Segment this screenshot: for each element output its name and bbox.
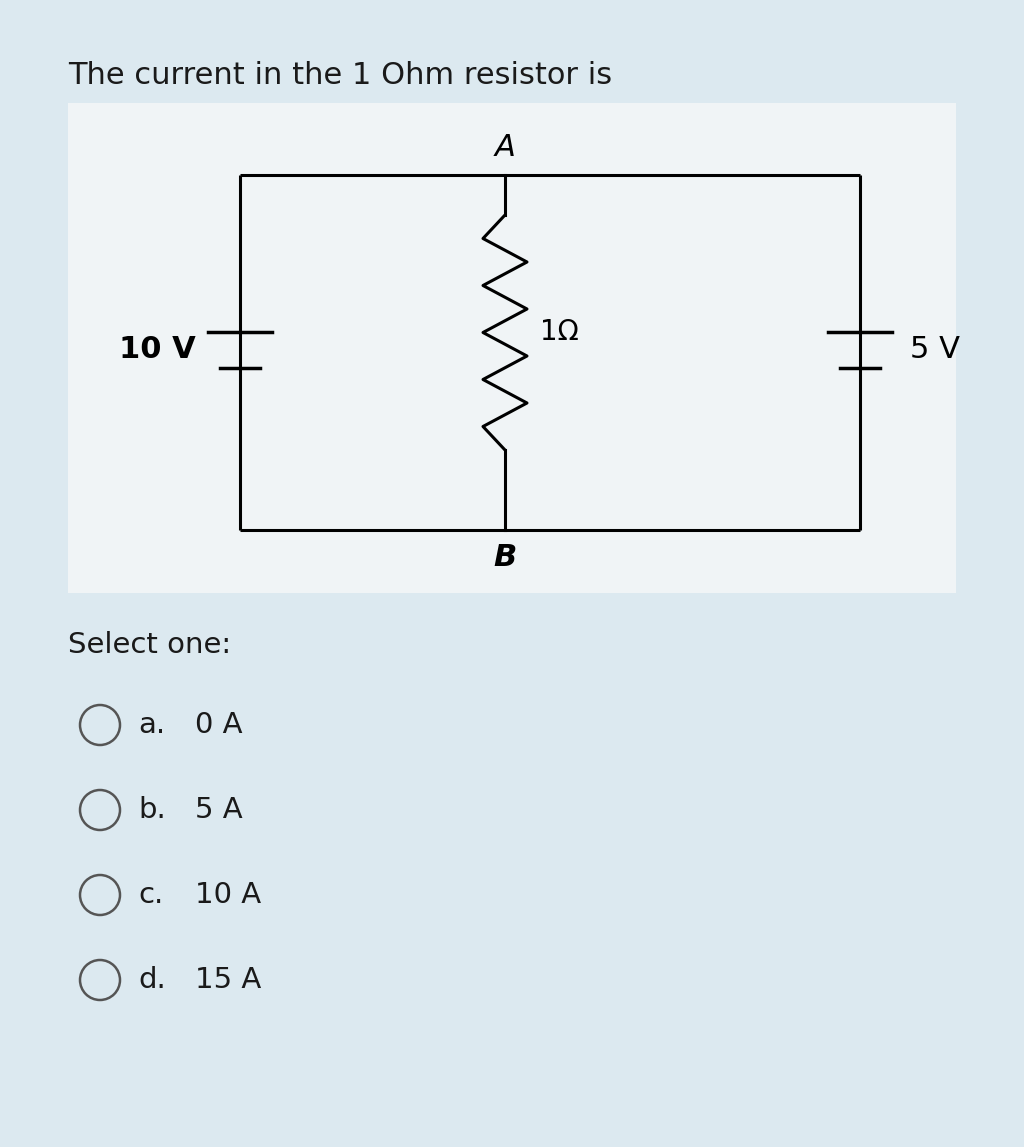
Text: b.: b. [138,796,166,824]
Text: a.: a. [138,711,165,739]
Text: 0 A: 0 A [195,711,243,739]
Text: c.: c. [138,881,163,910]
Text: B: B [494,544,517,572]
Text: 5 V: 5 V [910,336,961,365]
Text: A: A [495,133,515,162]
Text: 10 A: 10 A [195,881,261,910]
Text: The current in the 1 Ohm resistor is: The current in the 1 Ohm resistor is [68,61,612,89]
Text: 1Ω: 1Ω [540,319,579,346]
Text: 15 A: 15 A [195,966,261,994]
Text: d.: d. [138,966,166,994]
Text: 5 A: 5 A [195,796,243,824]
Bar [68,103,956,593]
Text: Select one:: Select one: [68,631,231,660]
Text: 10 V: 10 V [119,336,196,365]
